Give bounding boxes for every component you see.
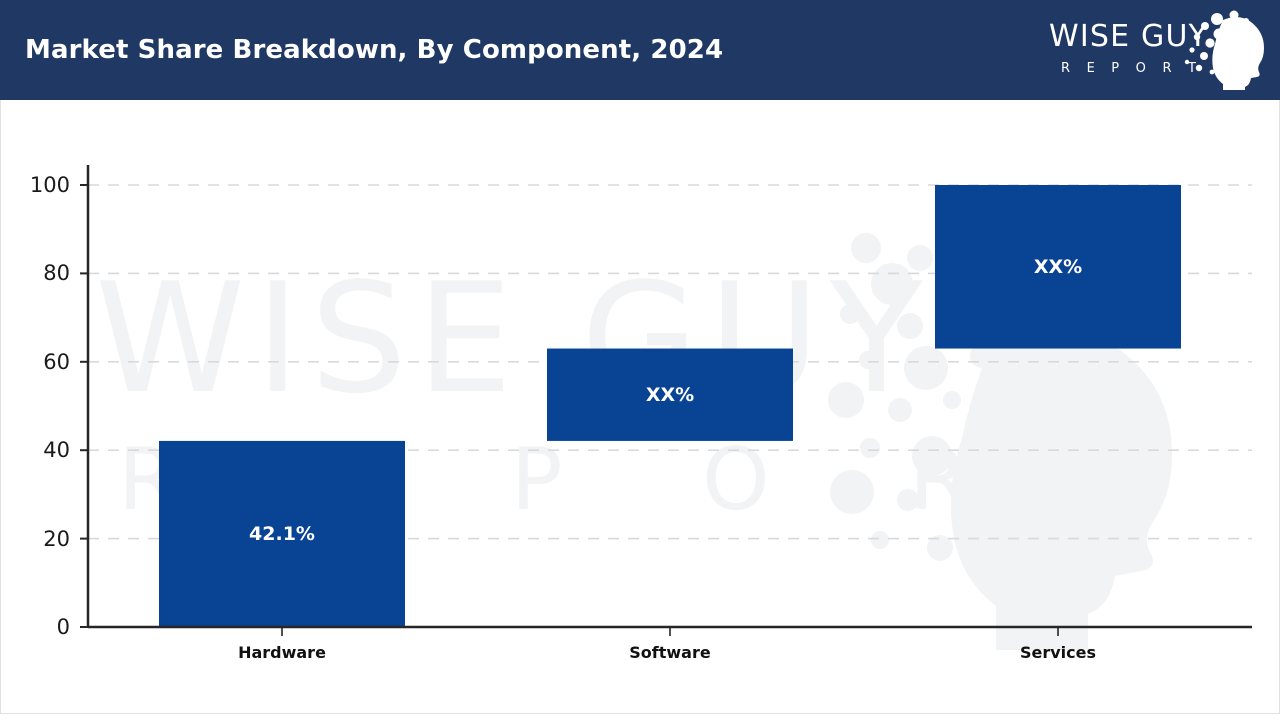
svg-text:WISE GUY: WISE GUY	[1049, 19, 1208, 54]
x-axis-tick-label-software: Software	[629, 643, 711, 662]
bar-data-label-hardware: 42.1%	[249, 522, 315, 545]
header-bar: Market Share Breakdown, By Component, 20…	[0, 0, 1280, 100]
bar-series	[159, 185, 1181, 627]
bar-data-label-services: XX%	[1033, 255, 1083, 278]
y-axis-tick-label: 80	[43, 261, 70, 286]
y-axis-tick-label: 100	[29, 173, 70, 197]
tick-marks	[80, 184, 1059, 636]
logo-icon: WISE GUY R E P O R T S	[1049, 10, 1264, 90]
y-axis-tick-label: 40	[43, 438, 70, 463]
x-axis-tick-label-services: Services	[1019, 643, 1097, 662]
y-axis-tick-label: 20	[43, 526, 70, 551]
page-title: Market Share Breakdown, By Component, 20…	[25, 35, 724, 65]
x-axis-tick-label-hardware: Hardware	[238, 643, 326, 662]
bar-data-label-software: XX%	[645, 383, 695, 406]
bar-services[interactable]	[935, 185, 1181, 349]
y-axis-tick-label: 0	[56, 615, 70, 639]
wise-guy-reports-logo: WISE GUY R E P O R T S	[1037, 7, 1272, 93]
bar-hardware[interactable]	[159, 440, 405, 627]
footer-strip	[0, 714, 1280, 720]
bar-software[interactable]	[547, 348, 793, 441]
y-axis-tick-label: 60	[43, 349, 70, 374]
svg-text:R E P O R T S: R E P O R T S	[1061, 61, 1227, 76]
